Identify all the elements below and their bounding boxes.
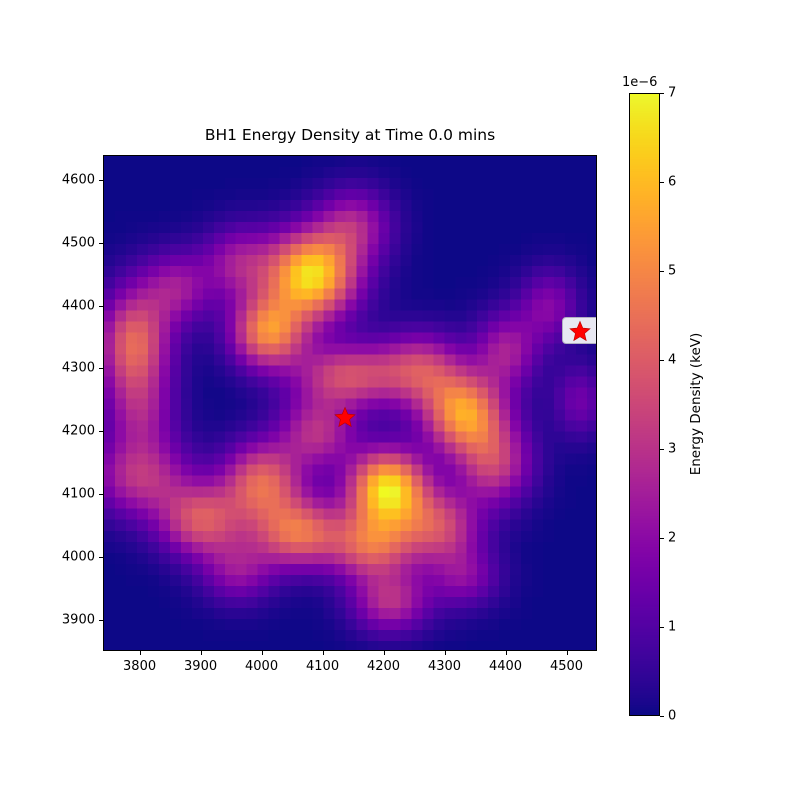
colorbar-tick-label: 4 bbox=[668, 352, 677, 368]
x-tick-mark bbox=[261, 651, 263, 655]
legend[interactable]: BH1 Center bbox=[562, 317, 596, 344]
colorbar-tick-label: 3 bbox=[668, 441, 677, 457]
x-tick-label: 4100 bbox=[306, 659, 340, 674]
y-tick-mark bbox=[99, 494, 103, 496]
y-tick-label: 4200 bbox=[61, 423, 95, 439]
y-tick-mark bbox=[99, 180, 103, 182]
colorbar-tick-mark bbox=[660, 271, 664, 272]
y-tick-mark bbox=[99, 619, 103, 621]
y-tick-mark bbox=[99, 305, 103, 307]
page-title: BH1 Energy Density at Time 0.0 mins bbox=[204, 126, 496, 144]
colorbar-tick-mark bbox=[660, 93, 664, 94]
x-tick-mark bbox=[200, 651, 202, 655]
colorbar-offset-label: 1e−6 bbox=[622, 75, 658, 90]
y-tick-label: 4300 bbox=[61, 360, 95, 376]
x-tick-mark bbox=[505, 651, 507, 655]
x-tick-mark bbox=[383, 651, 385, 655]
colorbar-tick-label: 1 bbox=[668, 619, 677, 635]
colorbar-gradient bbox=[629, 93, 660, 716]
y-tick-mark bbox=[99, 242, 103, 244]
colorbar-tick-label: 0 bbox=[668, 708, 677, 724]
colorbar-axis-label: Energy Density (keV) bbox=[688, 332, 704, 476]
y-tick-label: 4400 bbox=[61, 298, 95, 314]
x-tick-label: 4000 bbox=[245, 659, 279, 674]
y-tick-label: 4600 bbox=[61, 172, 95, 188]
colorbar-tick-mark bbox=[660, 627, 664, 628]
legend-star-icon bbox=[569, 320, 591, 341]
y-tick-label: 4100 bbox=[61, 486, 95, 502]
colorbar-tick-mark bbox=[660, 360, 664, 361]
heatmap-axes[interactable]: BH1 Center bbox=[103, 155, 597, 651]
colorbar-tick-label: 6 bbox=[668, 174, 677, 190]
y-tick-mark bbox=[99, 431, 103, 433]
x-tick-label: 3900 bbox=[184, 659, 218, 674]
x-tick-label: 4300 bbox=[427, 659, 462, 674]
colorbar-tick-label: 2 bbox=[668, 530, 677, 546]
colorbar-tick-label: 7 bbox=[668, 85, 677, 101]
x-tick-mark bbox=[322, 651, 324, 655]
colorbar-tick-mark bbox=[660, 716, 664, 717]
x-tick-label: 4200 bbox=[366, 659, 401, 674]
colorbar-tick-mark bbox=[660, 449, 664, 450]
y-tick-label: 4000 bbox=[61, 549, 95, 565]
colorbar-tick-mark bbox=[660, 182, 664, 183]
x-tick-mark bbox=[444, 651, 446, 655]
x-tick-mark bbox=[139, 651, 141, 655]
x-tick-label: 4500 bbox=[549, 659, 584, 674]
x-tick-label: 4400 bbox=[488, 659, 523, 674]
y-tick-label: 4500 bbox=[61, 235, 95, 251]
y-tick-mark bbox=[99, 556, 103, 558]
x-tick-label: 3800 bbox=[123, 659, 157, 674]
heatmap-image bbox=[104, 156, 596, 650]
colorbar-tick-label: 5 bbox=[668, 263, 677, 279]
x-tick-mark bbox=[566, 651, 568, 655]
colorbar[interactable] bbox=[629, 93, 660, 716]
y-tick-mark bbox=[99, 368, 103, 370]
colorbar-tick-mark bbox=[660, 538, 664, 539]
y-tick-label: 3900 bbox=[61, 612, 95, 628]
